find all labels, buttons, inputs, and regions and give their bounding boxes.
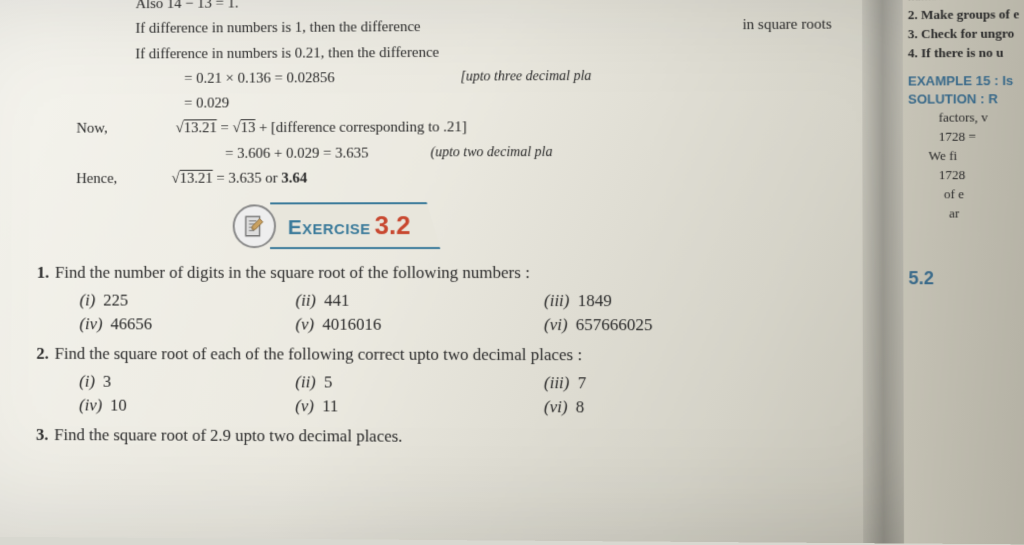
option-label: (iii) [544, 291, 570, 310]
eq-part: + [difference corresponding to .21] [255, 120, 467, 137]
section-number: 5.2 [908, 268, 1024, 289]
radicand: 13.21 [180, 171, 213, 187]
exercise-icon [233, 204, 276, 248]
option-value: 7 [578, 373, 587, 392]
exercise-label: Exercise3.2 [270, 202, 440, 249]
text: If difference in numbers is 1, then the … [135, 19, 420, 37]
answer-bold: 3.64 [281, 170, 307, 186]
option-label: (iv) [79, 314, 102, 333]
option: (iii) 1849 [544, 291, 796, 311]
text-fragment: of e [908, 186, 1024, 202]
option-label: (i) [80, 291, 96, 310]
text-fragment: 1728 [908, 167, 1024, 183]
text: = 0.21 × 0.136 = 0.02856 [184, 70, 334, 87]
text: in square roots [742, 14, 831, 38]
question-text: Find the square root of 2.9 upto two dec… [54, 425, 402, 446]
example-label: EXAMPLE 15 : Is [908, 73, 1024, 89]
sqrt-sym: √ [172, 171, 180, 187]
text-fragment: factors, v [908, 109, 1024, 126]
option-value: 10 [110, 396, 127, 415]
option-label: (vi) [544, 315, 568, 334]
text-fragment: ar [908, 205, 1024, 221]
option: (i) 225 [80, 291, 296, 311]
text: 3. Check for ungro [908, 26, 1014, 42]
option-label: (iii) [544, 373, 570, 392]
exercise-word: Exercise [288, 216, 371, 239]
option-label: (ii) [295, 372, 316, 391]
option-value: 5 [324, 373, 332, 392]
right-page-fragment: number of e 2. Make groups of e 3. Check… [903, 0, 1024, 545]
option: (vi) 8 [544, 397, 796, 418]
option: (iv) 46656 [79, 314, 295, 334]
eq-part: = √ [217, 120, 241, 136]
question-text: Find the square root of each of the foll… [55, 344, 583, 364]
text-fragment: number of e [908, 0, 1024, 4]
option-value: 4016016 [322, 315, 381, 334]
text-fragment: 4. If there is no u [908, 44, 1024, 61]
option-value: 3 [103, 372, 111, 391]
option-label: (vi) [544, 397, 568, 416]
text-fragment: 3. Check for ungro [908, 25, 1024, 42]
option: (ii) 441 [295, 291, 543, 311]
option-label: (ii) [295, 291, 316, 310]
label-hence: Hence, [76, 171, 117, 187]
annotation: (upto two decimal pla [430, 142, 552, 164]
option-label: (v) [295, 396, 314, 415]
sqrt-sym: √ [176, 121, 184, 137]
text: 2. Make groups of e [908, 6, 1019, 22]
book-spine [862, 0, 904, 543]
option-label: (v) [295, 315, 314, 334]
option: (i) 3 [79, 372, 295, 393]
option: (v) 4016016 [295, 315, 544, 335]
question-number: 3. [36, 425, 49, 444]
option-value: 1849 [578, 291, 612, 310]
radicand: 13 [241, 120, 256, 136]
text: 4. If there is no u [908, 45, 1004, 61]
option-label: (iv) [79, 396, 102, 415]
question-text: Find the number of digits in the square … [55, 263, 530, 282]
question-number: 2. [36, 344, 49, 363]
exercise-heading: Exercise3.2 [233, 202, 441, 249]
option-value: 441 [324, 291, 349, 310]
option: (ii) 5 [295, 372, 544, 393]
annotation: [upto three decimal pla [460, 66, 591, 88]
text: = 3.606 + 0.029 = 3.635 [225, 145, 368, 161]
option: (iv) 10 [79, 396, 295, 417]
label-now: Now, [76, 121, 107, 137]
question-number: 1. [37, 263, 50, 282]
option-label: (i) [79, 372, 95, 391]
option: (v) 11 [295, 396, 544, 417]
option-value: 11 [322, 396, 338, 415]
text-fragment: 1728 = [908, 128, 1024, 145]
option-value: 657666025 [576, 315, 653, 334]
option: (iii) 7 [544, 373, 796, 394]
option: (vi) 657666025 [544, 315, 796, 336]
radicand: 13.21 [184, 121, 217, 137]
option-value: 225 [103, 291, 128, 310]
text-fragment: 2. Make groups of e [908, 6, 1024, 23]
option-value: 46656 [111, 314, 153, 333]
eq-part: = 3.635 or [213, 170, 282, 186]
option-value: 8 [576, 397, 585, 416]
text-fragment: We fi [908, 148, 1024, 165]
exercise-number: 3.2 [375, 210, 411, 240]
solution-label: SOLUTION : R [908, 91, 1024, 107]
